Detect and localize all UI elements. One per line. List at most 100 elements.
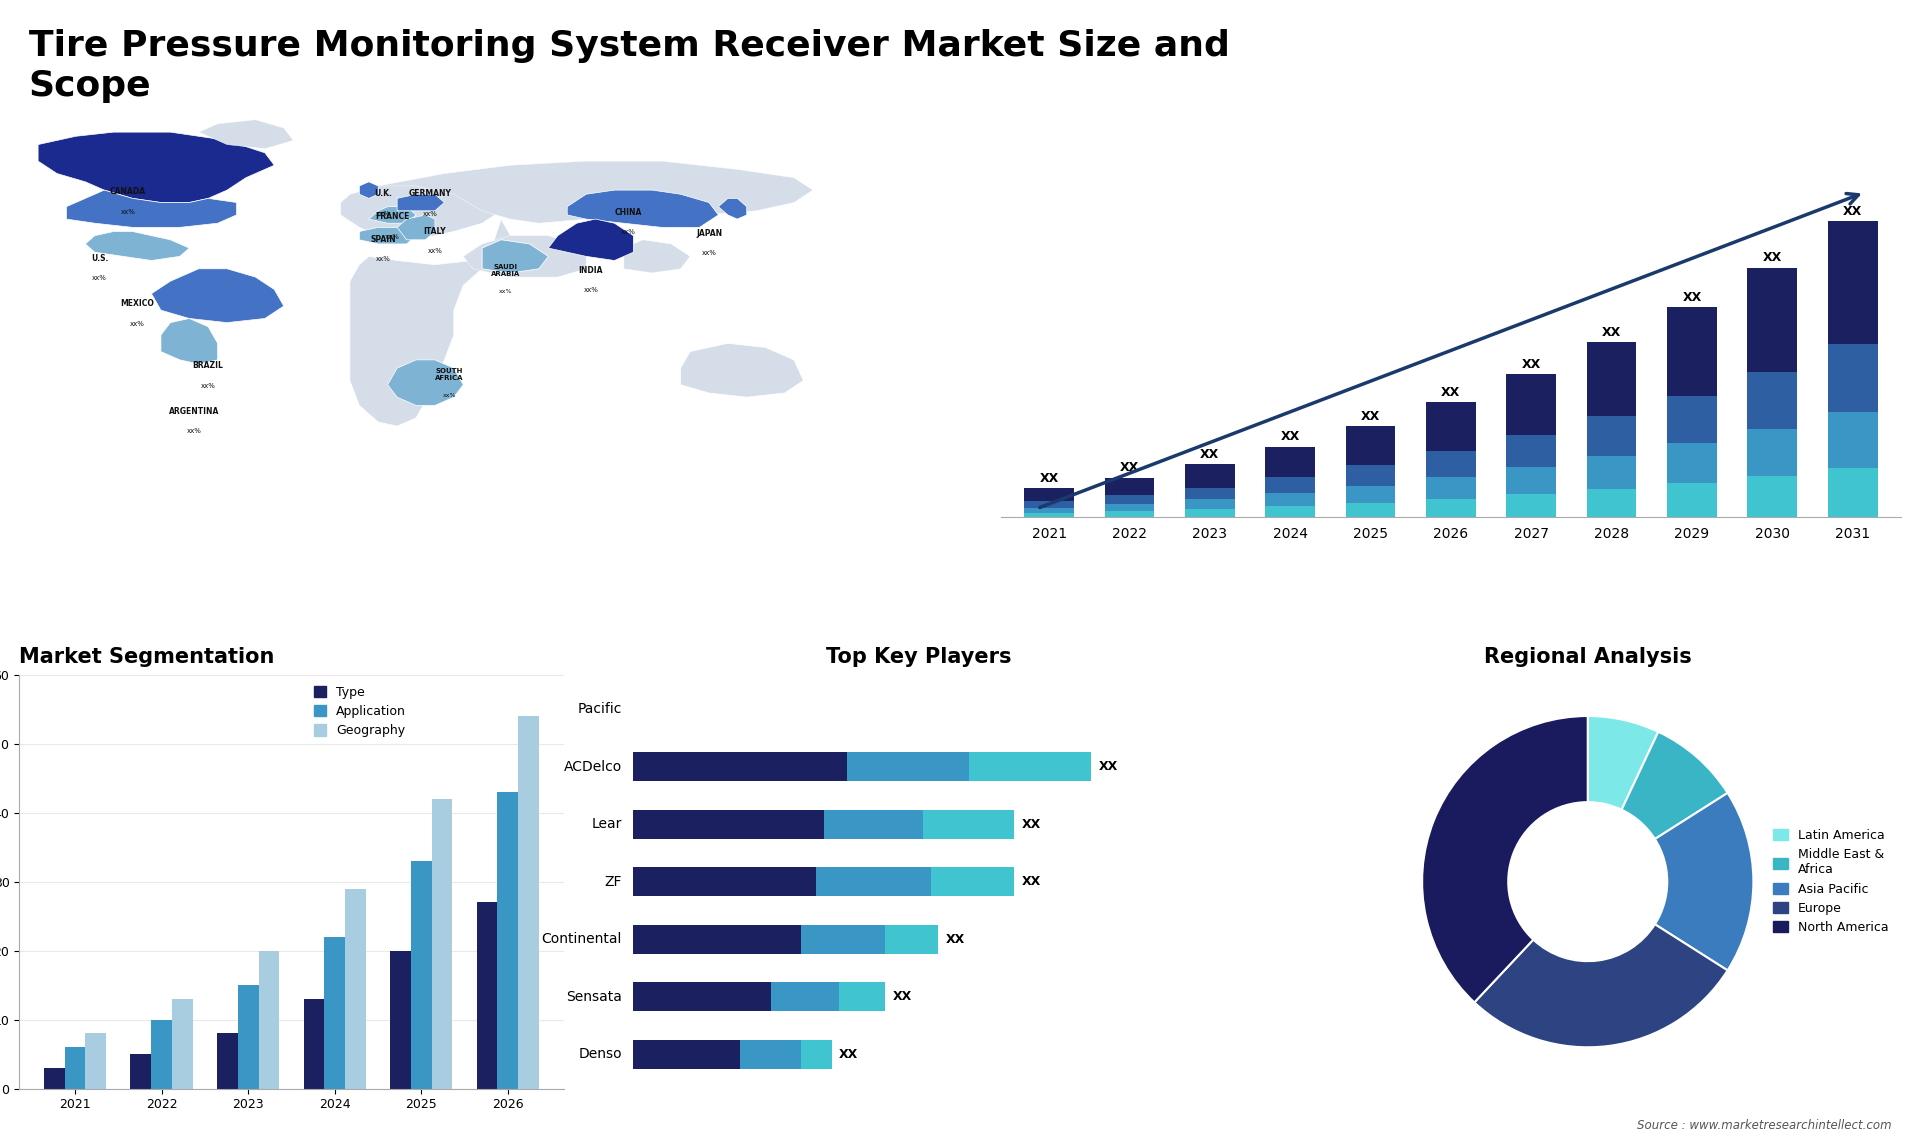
Bar — [476, 902, 497, 1089]
Title: Regional Analysis: Regional Analysis — [1484, 647, 1692, 667]
Bar — [1667, 395, 1716, 444]
Text: xx%: xx% — [92, 275, 108, 281]
Polygon shape — [388, 360, 463, 406]
Bar — [634, 810, 824, 839]
Text: Source : www.marketresearchintellect.com: Source : www.marketresearchintellect.com — [1636, 1120, 1891, 1132]
Text: SPAIN: SPAIN — [371, 235, 396, 244]
Text: ITALY: ITALY — [424, 227, 445, 236]
Text: XX: XX — [1039, 472, 1058, 485]
Bar — [1346, 426, 1396, 465]
Legend: Latin America, Middle East &
Africa, Asia Pacific, Europe, North America: Latin America, Middle East & Africa, Asi… — [1768, 824, 1893, 940]
Wedge shape — [1423, 716, 1588, 1003]
Bar — [1427, 477, 1476, 499]
Text: INTELLECT: INTELLECT — [1749, 132, 1803, 140]
Text: M: M — [1782, 57, 1807, 81]
Bar — [1185, 487, 1235, 500]
Text: CANADA: CANADA — [109, 187, 146, 196]
Bar — [1507, 494, 1555, 517]
Bar — [65, 1047, 86, 1089]
Text: XX: XX — [1021, 876, 1041, 888]
Text: SAUDI
ARABIA: SAUDI ARABIA — [492, 264, 520, 277]
Bar — [1346, 503, 1396, 517]
Polygon shape — [161, 319, 217, 364]
Bar — [839, 982, 885, 1011]
Polygon shape — [359, 182, 378, 198]
Polygon shape — [718, 198, 747, 219]
Bar — [634, 752, 847, 782]
Text: xx%: xx% — [428, 248, 442, 254]
Polygon shape — [680, 344, 803, 398]
Text: xx%: xx% — [121, 209, 134, 214]
Text: Sensata: Sensata — [566, 990, 622, 1004]
Text: xx%: xx% — [701, 250, 716, 257]
Text: ZF: ZF — [605, 874, 622, 888]
Bar — [1586, 456, 1636, 489]
Bar — [173, 999, 192, 1089]
Text: XX: XX — [1442, 386, 1461, 399]
Text: XX: XX — [1119, 462, 1139, 474]
Bar — [324, 937, 346, 1089]
Text: Denso: Denso — [578, 1047, 622, 1061]
Polygon shape — [84, 231, 190, 260]
Polygon shape — [152, 269, 284, 323]
Bar — [1747, 372, 1797, 429]
Polygon shape — [397, 215, 436, 240]
Polygon shape — [549, 219, 634, 260]
Text: Market Segmentation: Market Segmentation — [19, 647, 275, 667]
Polygon shape — [340, 182, 511, 240]
Text: xx%: xx% — [186, 429, 202, 434]
Bar — [970, 752, 1091, 782]
Bar — [634, 982, 770, 1011]
Wedge shape — [1588, 716, 1659, 810]
Bar — [1586, 416, 1636, 456]
Text: RESEARCH: RESEARCH — [1749, 116, 1803, 124]
Bar — [1185, 464, 1235, 487]
Bar — [1586, 343, 1636, 416]
Text: xx%: xx% — [499, 290, 513, 295]
Text: XX: XX — [1098, 760, 1117, 774]
Bar — [1747, 268, 1797, 372]
Polygon shape — [369, 206, 417, 223]
Text: xx%: xx% — [584, 288, 599, 293]
Bar — [1507, 374, 1555, 434]
Bar — [1427, 452, 1476, 477]
Bar — [217, 1034, 238, 1089]
Bar — [1427, 402, 1476, 452]
Text: XX: XX — [1763, 251, 1782, 265]
Text: xx%: xx% — [376, 257, 390, 262]
Polygon shape — [200, 119, 294, 149]
Bar — [411, 861, 432, 1089]
Text: xx%: xx% — [202, 383, 215, 388]
Polygon shape — [359, 227, 417, 244]
Text: Tire Pressure Monitoring System Receiver Market Size and
Scope: Tire Pressure Monitoring System Receiver… — [29, 29, 1229, 103]
Bar — [1265, 447, 1315, 477]
Bar — [1104, 504, 1154, 511]
Text: BRAZIL: BRAZIL — [192, 361, 223, 370]
Bar — [1104, 511, 1154, 517]
Bar — [801, 1039, 831, 1068]
Bar — [1185, 509, 1235, 517]
Bar — [1747, 477, 1797, 517]
Bar — [770, 982, 839, 1011]
Text: XX: XX — [1361, 410, 1380, 423]
Polygon shape — [349, 219, 511, 426]
Polygon shape — [566, 190, 718, 227]
Bar — [1828, 221, 1878, 344]
Bar — [303, 999, 324, 1089]
Bar — [1104, 478, 1154, 495]
Bar — [1185, 500, 1235, 509]
Text: U.S.: U.S. — [90, 253, 108, 262]
Bar — [1667, 307, 1716, 395]
Polygon shape — [378, 162, 812, 223]
Text: INDIA: INDIA — [578, 266, 603, 275]
Bar — [1265, 507, 1315, 517]
Bar — [1586, 489, 1636, 517]
Bar — [131, 1054, 152, 1089]
Polygon shape — [624, 240, 689, 273]
Bar — [1667, 444, 1716, 482]
Text: XX: XX — [1843, 205, 1862, 218]
Text: xx%: xx% — [422, 211, 438, 217]
Bar — [816, 868, 931, 896]
Bar — [1023, 488, 1073, 502]
Text: xx%: xx% — [442, 393, 455, 398]
